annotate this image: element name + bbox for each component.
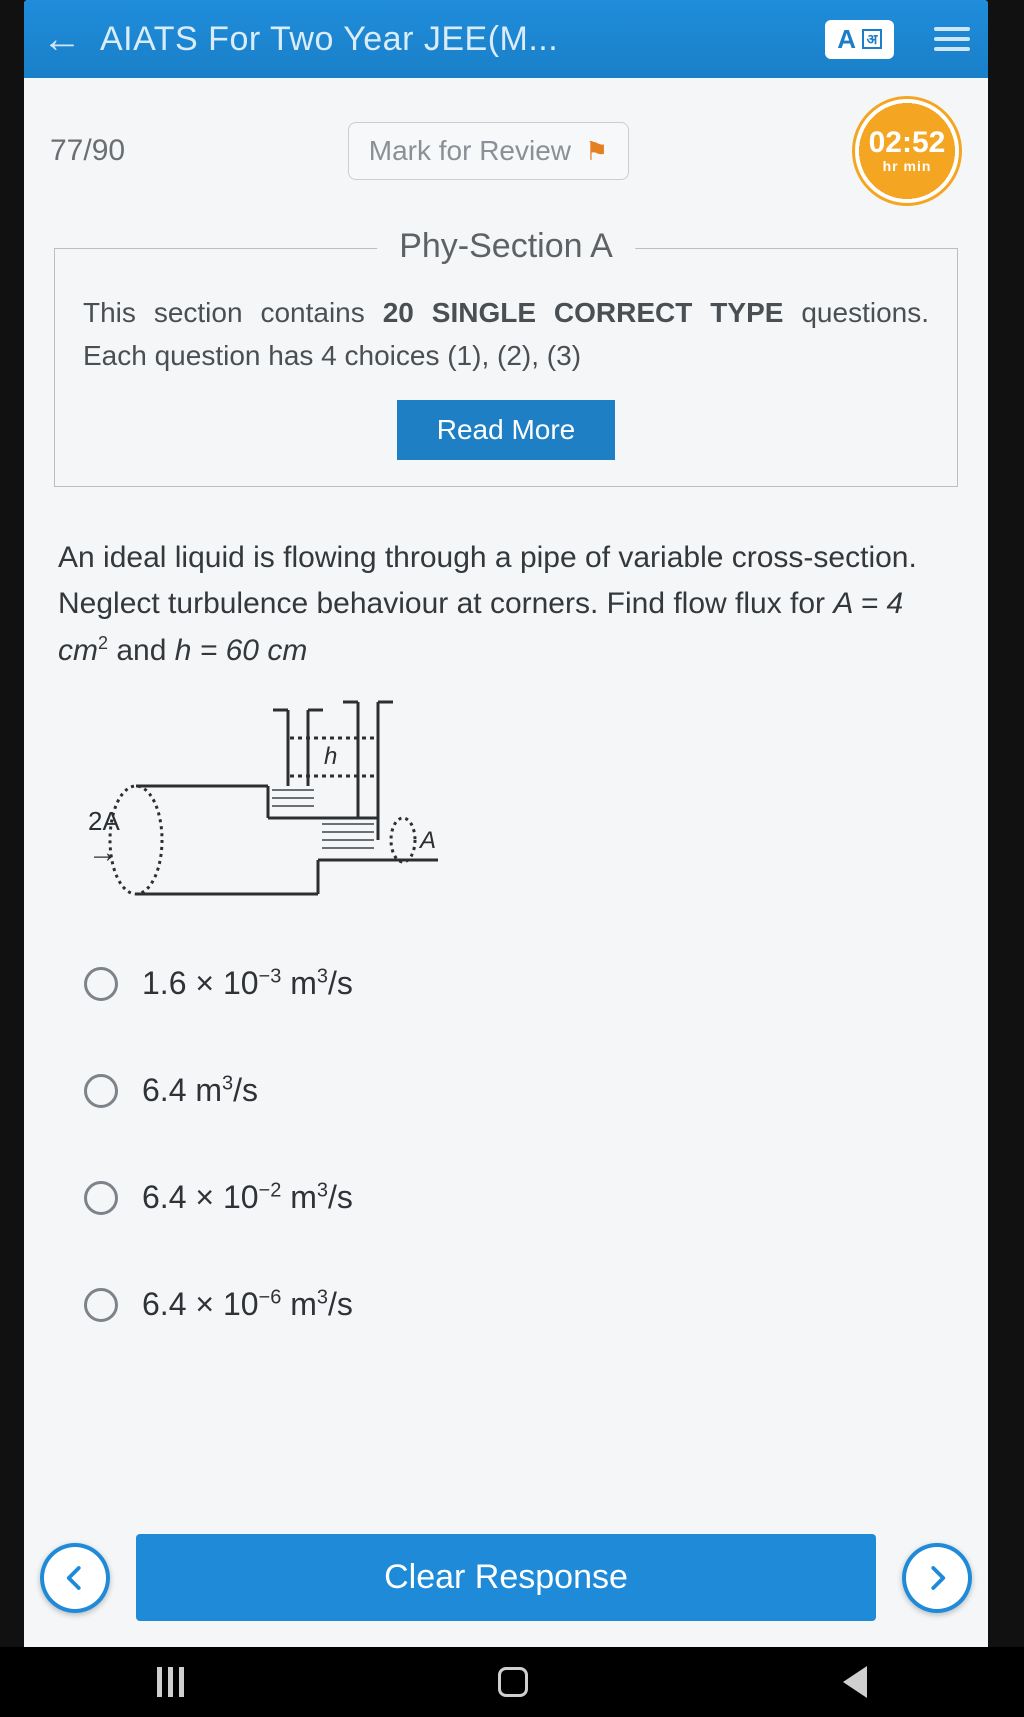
back-nav-icon[interactable] bbox=[843, 1666, 867, 1698]
back-icon[interactable]: ← bbox=[42, 17, 82, 62]
footer-bar: Clear Response bbox=[24, 1524, 988, 1647]
appbar-title: AIATS For Two Year JEE(M... bbox=[100, 20, 807, 59]
timer-time: 02:52 bbox=[869, 128, 946, 158]
question-diagram: 2A → h A bbox=[24, 684, 988, 945]
mark-review-label: Mark for Review bbox=[369, 135, 571, 167]
read-more-button[interactable]: Read More bbox=[397, 400, 616, 460]
option-text: 6.4 × 10−6 m3/s bbox=[142, 1286, 353, 1323]
radio-icon bbox=[84, 1181, 118, 1215]
flag-icon: ⚑ bbox=[585, 136, 608, 167]
option-3[interactable]: 6.4 × 10−2 m3/s bbox=[84, 1179, 954, 1216]
option-text: 6.4 m3/s bbox=[142, 1072, 258, 1109]
var-h: h = 60 cm bbox=[175, 634, 308, 667]
screen: ← AIATS For Two Year JEE(M... A अ 77/90 … bbox=[24, 0, 988, 1647]
option-text: 6.4 × 10−2 m3/s bbox=[142, 1179, 353, 1216]
android-nav-bar bbox=[0, 1647, 1024, 1717]
app-bar: ← AIATS For Two Year JEE(M... A अ bbox=[24, 0, 988, 78]
diagram-label-A: A bbox=[418, 827, 436, 854]
section-legend: Phy-Section A bbox=[377, 227, 635, 266]
svg-text:→: → bbox=[88, 836, 118, 869]
radio-icon bbox=[84, 1074, 118, 1108]
timer-unit-label: hr min bbox=[883, 158, 932, 174]
language-toggle[interactable]: A अ bbox=[825, 20, 894, 59]
option-4[interactable]: 6.4 × 10−6 m3/s bbox=[84, 1286, 954, 1323]
lang-letter: A bbox=[837, 24, 856, 55]
menu-icon[interactable] bbox=[934, 27, 970, 51]
timer-badge: 02:52 hr min bbox=[852, 96, 962, 206]
diagram-label-h: h bbox=[324, 743, 337, 770]
option-1[interactable]: 1.6 × 10−3 m3/s bbox=[84, 965, 954, 1002]
prev-question-button[interactable] bbox=[40, 1543, 110, 1613]
next-question-button[interactable] bbox=[902, 1543, 972, 1613]
phone-frame: ← AIATS For Two Year JEE(M... A अ 77/90 … bbox=[0, 0, 1024, 1717]
option-text: 1.6 × 10−3 m3/s bbox=[142, 965, 353, 1002]
radio-icon bbox=[84, 1288, 118, 1322]
section-description: This section contains 20 SINGLE CORRECT … bbox=[83, 291, 929, 378]
section-info-box: Phy-Section A This section contains 20 S… bbox=[54, 248, 958, 487]
diagram-label-2A: 2A bbox=[88, 806, 120, 836]
question-text: An ideal liquid is flowing through a pip… bbox=[24, 497, 988, 685]
options-list: 1.6 × 10−3 m3/s 6.4 m3/s 6.4 × 10−2 m3/s… bbox=[24, 945, 988, 1353]
question-meta-row: 77/90 Mark for Review ⚑ 02:52 hr min bbox=[24, 78, 988, 214]
radio-icon bbox=[84, 967, 118, 1001]
recents-icon[interactable] bbox=[157, 1667, 184, 1697]
lang-alt-letter: अ bbox=[862, 29, 882, 49]
home-icon[interactable] bbox=[498, 1667, 528, 1697]
clear-response-button[interactable]: Clear Response bbox=[136, 1534, 876, 1621]
mark-for-review-button[interactable]: Mark for Review ⚑ bbox=[348, 122, 630, 180]
question-number: 77/90 bbox=[50, 134, 125, 168]
option-2[interactable]: 6.4 m3/s bbox=[84, 1072, 954, 1109]
